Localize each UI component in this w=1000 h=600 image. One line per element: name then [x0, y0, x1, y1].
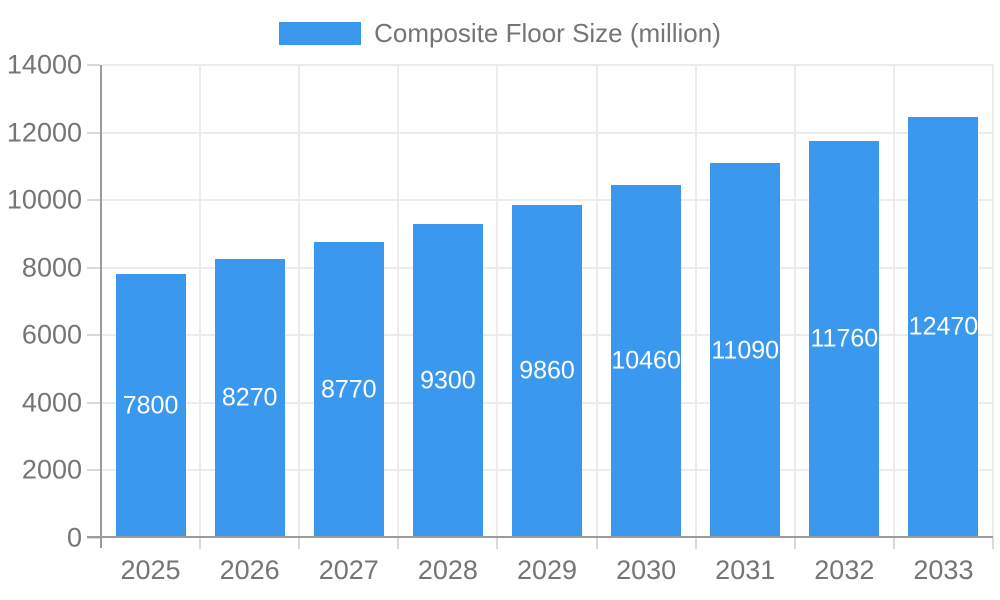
bar-value-label: 7800	[122, 391, 179, 420]
y-axis-tick	[87, 131, 100, 134]
bar[interactable]: 8270	[214, 258, 285, 538]
x-axis-category-label: 2026	[219, 555, 280, 585]
gridline-horizontal	[101, 131, 993, 134]
bar[interactable]: 12470	[908, 116, 979, 538]
gridline-vertical	[595, 65, 598, 538]
y-axis-tick	[87, 334, 100, 337]
bar-value-label: 12470	[908, 312, 979, 341]
x-axis-category-label: 2029	[516, 555, 578, 585]
y-axis-ticks	[87, 64, 100, 539]
legend-label: Composite Floor Size (million)	[374, 18, 721, 48]
bar-value-label: 11090	[711, 336, 780, 365]
plot-area: 7800 8270 8770 9300 9860 10460 11090 11760 12470	[101, 64, 994, 538]
y-axis-tick-label: 0	[66, 522, 82, 553]
x-axis-category-label: 2025	[120, 555, 181, 585]
y-axis-tick-label: 6000	[21, 319, 82, 350]
gridline-vertical	[397, 65, 400, 538]
y-axis-tick	[87, 199, 100, 202]
gridline-vertical	[694, 65, 697, 538]
x-axis-tick	[892, 538, 895, 549]
x-axis-tick	[397, 538, 400, 549]
bar[interactable]: 11090	[710, 163, 781, 538]
gridline-vertical	[199, 65, 202, 538]
bar-value-label: 9860	[519, 356, 575, 385]
x-axis-category-label: 2032	[814, 555, 875, 585]
y-axis-tick	[87, 469, 100, 472]
x-axis-category-label: 2030	[616, 555, 677, 585]
y-axis-tick	[87, 401, 100, 404]
x-axis-category-label: 2027	[318, 555, 379, 585]
x-axis-tick	[496, 538, 499, 549]
y-axis-tick-label: 12000	[6, 117, 82, 148]
bar[interactable]: 9300	[412, 223, 483, 538]
y-axis-labels: 0 2000 4000 6000 8000 10000 12000 14000	[0, 51, 82, 551]
bar-value-label: 10460	[611, 346, 681, 375]
x-axis-line	[87, 536, 993, 538]
gridline-vertical	[892, 65, 895, 538]
x-axis-tick	[694, 538, 697, 549]
bar[interactable]: 8770	[313, 241, 384, 538]
gridline-vertical	[992, 65, 994, 538]
y-axis-line	[100, 65, 102, 548]
bar-value-label: 8770	[320, 375, 377, 404]
y-axis-tick	[87, 266, 100, 269]
y-axis-tick-label: 4000	[21, 387, 82, 418]
x-axis-ticks	[101, 538, 994, 549]
x-axis-labels: 2025 2026 2027 2028 2029 2030 2031 2032 2033	[101, 557, 993, 587]
x-axis-category-label: 2033	[913, 555, 974, 585]
x-axis-category-label: 2031	[715, 555, 776, 585]
bar-value-label: 8270	[221, 383, 278, 412]
y-axis-tick	[87, 537, 100, 539]
legend[interactable]: Composite Floor Size (million)	[0, 19, 1000, 48]
x-axis-tick	[793, 538, 796, 549]
y-axis-tick	[87, 64, 100, 66]
bar[interactable]: 10460	[611, 184, 682, 538]
gridline-vertical	[298, 65, 301, 538]
y-axis-tick-label: 2000	[21, 454, 82, 485]
y-axis-tick-label: 14000	[6, 49, 82, 80]
bar[interactable]: 7800	[115, 274, 186, 538]
x-axis-tick	[992, 538, 994, 549]
gridline-horizontal	[101, 64, 993, 66]
gridline-vertical	[793, 65, 796, 538]
y-axis-tick-label: 8000	[21, 252, 82, 283]
x-axis-category-label: 2028	[417, 555, 478, 585]
bar[interactable]: 9860	[512, 204, 582, 538]
x-axis-tick	[199, 538, 202, 549]
x-axis-tick	[298, 538, 301, 549]
bar-value-label: 9300	[420, 366, 476, 395]
x-axis-tick	[595, 538, 598, 549]
legend-swatch	[279, 21, 362, 45]
gridline-vertical	[496, 65, 499, 538]
y-axis-tick-label: 10000	[6, 184, 82, 215]
bar-value-label: 11760	[810, 324, 879, 353]
bar[interactable]: 11760	[809, 140, 880, 538]
gridline-horizontal	[101, 199, 993, 202]
